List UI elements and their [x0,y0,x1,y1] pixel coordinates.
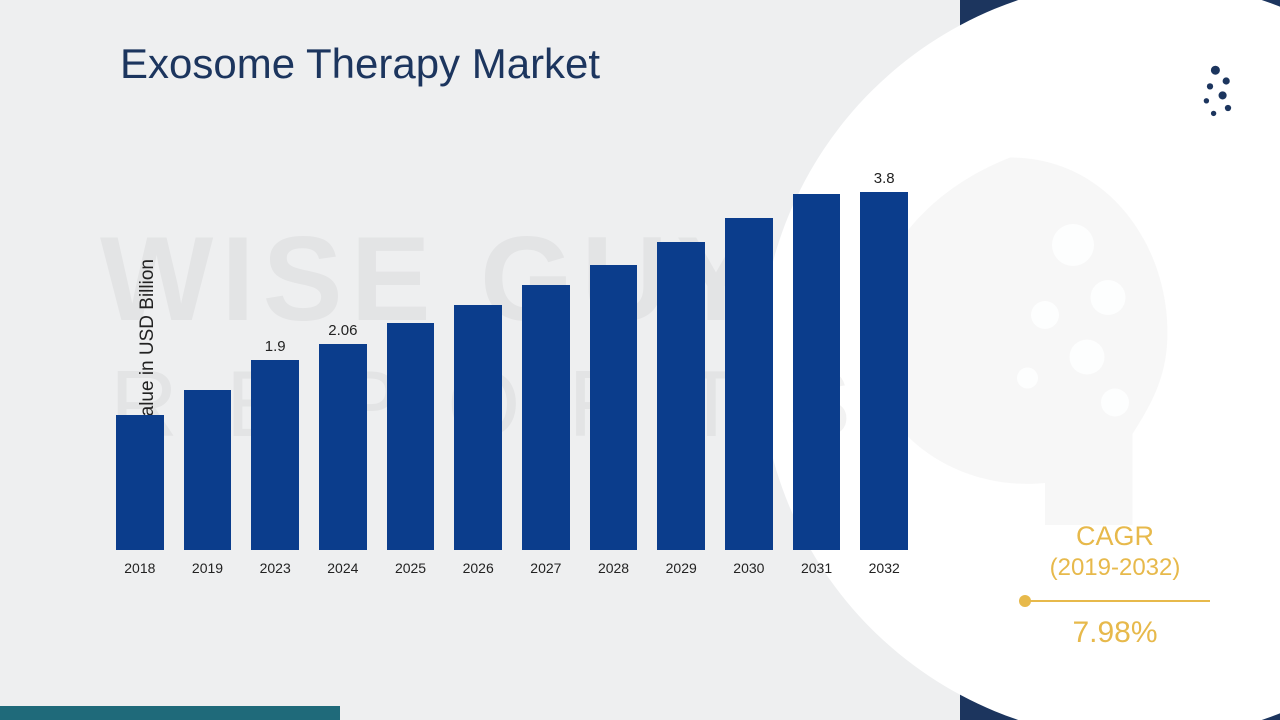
bar-value-label: 2.06 [328,322,357,340]
cagr-label: CAGR [1010,521,1220,552]
bottom-accent-bar [0,706,340,720]
x-tick-label: 2030 [733,560,764,576]
x-tick-label: 2028 [598,560,629,576]
bar [116,415,164,550]
cagr-panel: CAGR (2019-2032) 7.98% [1010,521,1220,650]
chart-title: Exosome Therapy Market [120,40,600,88]
bar-slot: 2027 [522,170,570,550]
cagr-value: 7.98% [1010,616,1220,650]
x-tick-label: 2026 [463,560,494,576]
cagr-divider [1020,600,1210,602]
cagr-range: (2019-2032) [1010,554,1220,582]
x-tick-label: 2025 [395,560,426,576]
x-tick-label: 2023 [260,560,291,576]
x-tick-label: 2024 [327,560,358,576]
x-tick-label: 2031 [801,560,832,576]
bar [387,323,435,550]
bar-slot: 2029 [657,170,705,550]
bar [251,360,299,550]
bar [657,242,705,550]
bar [454,305,502,550]
bar-slot: 1.92023 [251,170,299,550]
bar-slot: 2028 [590,170,638,550]
bar [793,194,841,550]
bar [725,218,773,550]
bar-slot: 2.062024 [319,170,367,550]
x-tick-label: 2019 [192,560,223,576]
bar [319,344,367,550]
bar [590,265,638,550]
bar-slot: 2026 [454,170,502,550]
infographic-canvas: WISE GUY REPORTS Exosome Therapy Market … [0,0,1280,720]
x-tick-label: 2018 [124,560,155,576]
bar-slot: 2018 [116,170,164,550]
bar-slot: 3.82032 [860,170,908,550]
x-tick-label: 2029 [666,560,697,576]
x-tick-label: 2027 [530,560,561,576]
x-tick-label: 2032 [869,560,900,576]
brand-logo: WISE GUY REPORTS [1024,28,1240,99]
bar-value-label: 3.8 [874,170,895,188]
bar [184,390,232,550]
plot-area: 2018 2019 1.92023 2.062024 2025 2026 2027 2028 2… [116,170,908,550]
bar-slot: 2030 [725,170,773,550]
bar-slot: 2031 [793,170,841,550]
bar [860,192,908,550]
bar-chart: Market Value in USD Billion 201820191.92… [88,170,908,580]
bar-value-label: 1.9 [265,338,286,356]
bar-slot: 2025 [387,170,435,550]
bar [522,285,570,550]
logo-head-icon [1156,44,1246,154]
bar-slot: 2019 [184,170,232,550]
